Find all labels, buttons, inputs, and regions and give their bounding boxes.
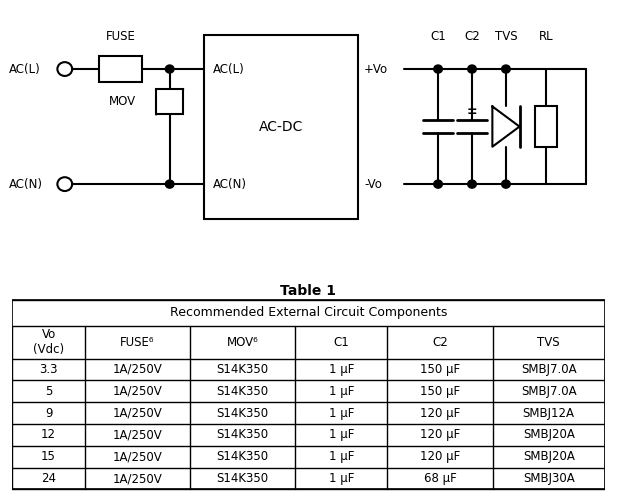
Text: AC(L): AC(L)	[9, 62, 41, 75]
Text: 1A/250V: 1A/250V	[112, 429, 162, 441]
Text: S14K350: S14K350	[217, 429, 269, 441]
Text: -Vo: -Vo	[364, 178, 382, 190]
Text: Recommended External Circuit Components: Recommended External Circuit Components	[170, 306, 447, 319]
Text: 150 μF: 150 μF	[420, 363, 460, 376]
Text: S14K350: S14K350	[217, 385, 269, 398]
Text: 1 μF: 1 μF	[329, 429, 354, 441]
Text: Vo
(Vdc): Vo (Vdc)	[33, 328, 64, 356]
Text: SMBJ30A: SMBJ30A	[523, 472, 574, 485]
Text: MOV⁶: MOV⁶	[227, 336, 259, 349]
Text: SMBJ7.0A: SMBJ7.0A	[521, 385, 576, 398]
Text: ±: ±	[466, 104, 478, 117]
Text: S14K350: S14K350	[217, 450, 269, 463]
Text: Table 1: Table 1	[281, 284, 336, 298]
Text: S14K350: S14K350	[217, 407, 269, 420]
Bar	[204, 35, 358, 219]
Text: 1 μF: 1 μF	[329, 363, 354, 376]
Text: 9: 9	[45, 407, 52, 420]
Text: 1A/250V: 1A/250V	[112, 407, 162, 420]
Text: S14K350: S14K350	[217, 363, 269, 376]
Text: 24: 24	[41, 472, 56, 485]
Text: 1A/250V: 1A/250V	[112, 385, 162, 398]
Text: RL: RL	[539, 30, 553, 43]
Text: C1: C1	[430, 30, 446, 43]
Circle shape	[434, 65, 442, 73]
Text: TVS: TVS	[495, 30, 517, 43]
Text: 1A/250V: 1A/250V	[112, 363, 162, 376]
Text: TVS: TVS	[537, 336, 560, 349]
Bar	[156, 89, 183, 115]
Text: AC(N): AC(N)	[213, 178, 247, 190]
Text: C1: C1	[334, 336, 349, 349]
Text: SMBJ7.0A: SMBJ7.0A	[521, 363, 576, 376]
Text: 1A/250V: 1A/250V	[112, 450, 162, 463]
Text: 1 μF: 1 μF	[329, 407, 354, 420]
Text: +Vo: +Vo	[364, 62, 388, 75]
Text: 68 μF: 68 μF	[424, 472, 457, 485]
Text: 3.3: 3.3	[39, 363, 58, 376]
Circle shape	[165, 180, 174, 188]
Bar	[12, 300, 605, 490]
Text: C2: C2	[433, 336, 448, 349]
Text: 15: 15	[41, 450, 56, 463]
Text: 1 μF: 1 μF	[329, 450, 354, 463]
Text: FUSE⁶: FUSE⁶	[120, 336, 155, 349]
Text: SMBJ20A: SMBJ20A	[523, 450, 574, 463]
Bar	[99, 57, 142, 82]
Text: 120 μF: 120 μF	[420, 429, 460, 441]
Text: 1 μF: 1 μF	[329, 385, 354, 398]
Text: FUSE: FUSE	[106, 30, 135, 43]
Text: 120 μF: 120 μF	[420, 407, 460, 420]
Circle shape	[502, 180, 510, 188]
Circle shape	[502, 65, 510, 73]
Text: 1 μF: 1 μF	[329, 472, 354, 485]
Circle shape	[468, 65, 476, 73]
Text: S14K350: S14K350	[217, 472, 269, 485]
Circle shape	[468, 180, 476, 188]
Circle shape	[434, 180, 442, 188]
Text: AC(N): AC(N)	[9, 178, 43, 190]
Text: 5: 5	[45, 385, 52, 398]
Text: 150 μF: 150 μF	[420, 385, 460, 398]
Text: C2: C2	[464, 30, 480, 43]
Text: SMBJ12A: SMBJ12A	[523, 407, 574, 420]
Text: 1A/250V: 1A/250V	[112, 472, 162, 485]
Bar	[535, 107, 557, 147]
Text: 120 μF: 120 μF	[420, 450, 460, 463]
Text: MOV: MOV	[109, 95, 136, 108]
Text: AC-DC: AC-DC	[259, 120, 303, 133]
Circle shape	[165, 65, 174, 73]
Text: SMBJ20A: SMBJ20A	[523, 429, 574, 441]
Text: AC(L): AC(L)	[213, 62, 244, 75]
Text: 12: 12	[41, 429, 56, 441]
